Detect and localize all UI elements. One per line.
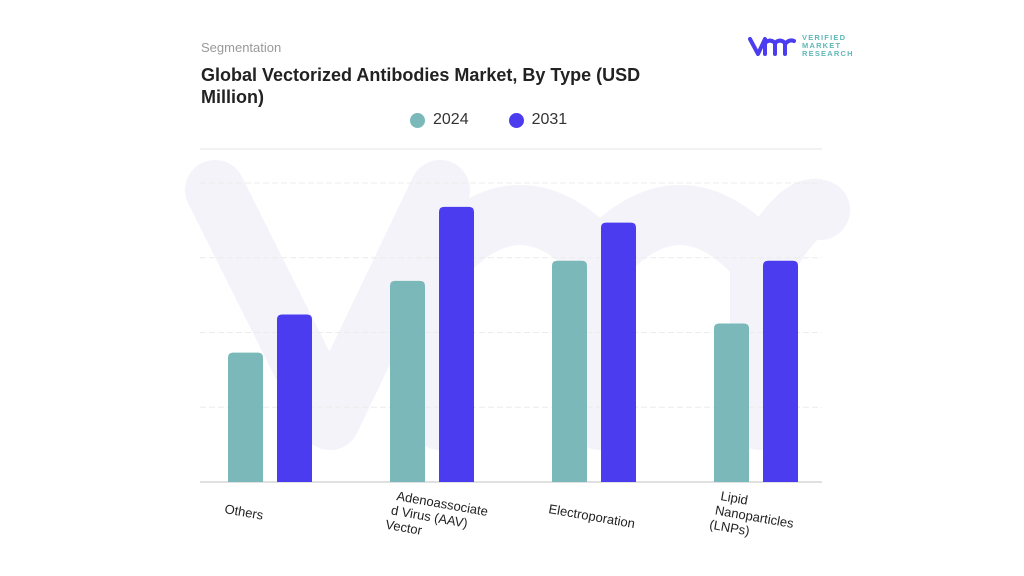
x-tick-label-line: Vector <box>384 517 424 538</box>
x-tick-label-line: (LNPs) <box>708 517 750 539</box>
bar-2031 <box>601 222 636 482</box>
bar-2024 <box>228 352 263 482</box>
x-tick-label-line: Lipid <box>719 488 749 508</box>
legend-label: 2024 <box>433 111 469 128</box>
logo-line: MARKET <box>802 41 842 50</box>
bar-2031 <box>439 206 474 483</box>
bar-2024 <box>714 323 749 482</box>
bar-2031 <box>277 314 312 482</box>
bar-2024 <box>552 260 587 482</box>
chart-title: Global Vectorized Antibodies Market, By … <box>201 65 641 107</box>
bar-2031 <box>763 260 798 482</box>
legend-item-2024: 2024 <box>410 111 469 129</box>
legend: 2024 2031 <box>410 111 567 129</box>
vmr-logo-icon <box>748 37 796 56</box>
bar-2024 <box>390 280 425 482</box>
legend-swatch-2024 <box>410 112 425 128</box>
legend-item-2031: 2031 <box>508 111 568 129</box>
watermark-icon <box>185 160 850 450</box>
x-tick-label-line: Others <box>223 501 265 523</box>
segment-label: Segmentation <box>201 40 282 55</box>
logo-line: RESEARCH <box>802 49 854 58</box>
x-tick-label: Others <box>223 501 265 523</box>
legend-swatch-2031 <box>508 112 524 128</box>
logo: VERIFIED MARKET RESEARCH <box>748 34 854 58</box>
x-tick-label-line: Electroporation <box>547 501 636 531</box>
x-tick-label: Electroporation <box>547 501 636 531</box>
x-tick-label: Adenoassociated Virus (AAV)Vector <box>384 487 489 548</box>
legend-label: 2031 <box>531 111 568 128</box>
x-tick-label: LipidNanoparticles(LNPs) <box>708 487 798 546</box>
logo-text: VERIFIED MARKET RESEARCH <box>802 34 854 58</box>
logo-line: VERIFIED <box>802 33 847 42</box>
